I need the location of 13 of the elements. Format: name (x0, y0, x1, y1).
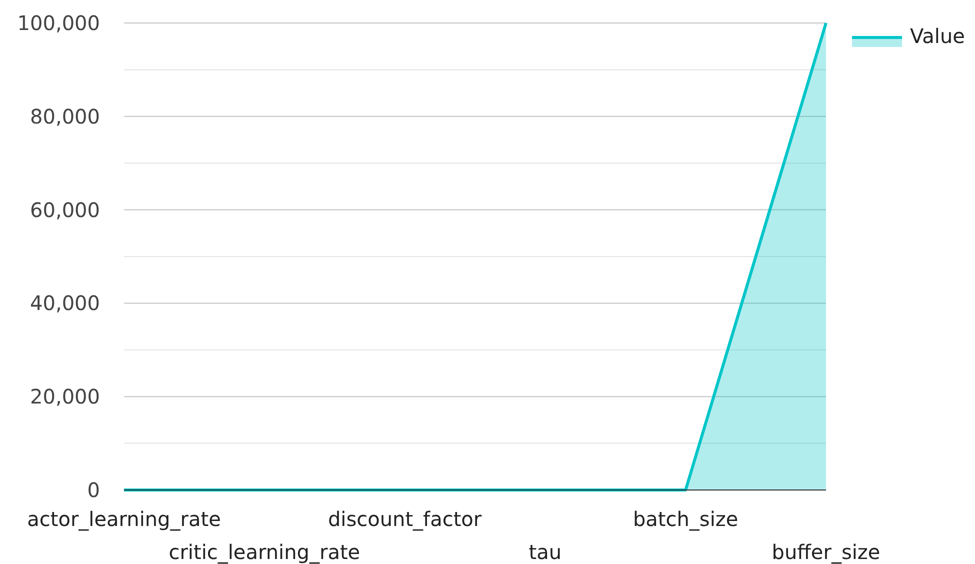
x-tick-label: tau (528, 540, 562, 564)
y-tick-label: 80,000 (30, 104, 100, 128)
x-tick-label: buffer_size (772, 540, 880, 564)
y-tick-label: 100,000 (17, 11, 100, 35)
legend-label: Value (910, 24, 965, 48)
x-tick-label: discount_factor (328, 507, 482, 531)
x-tick-label: batch_size (632, 507, 738, 531)
y-tick-label: 0 (87, 478, 100, 502)
x-tick-label: critic_learning_rate (168, 540, 360, 564)
y-tick-label: 20,000 (30, 384, 100, 409)
x-tick-label: actor_learning_rate (27, 507, 221, 531)
y-tick-label: 40,000 (30, 291, 100, 316)
y-tick-label: 60,000 (30, 198, 100, 222)
